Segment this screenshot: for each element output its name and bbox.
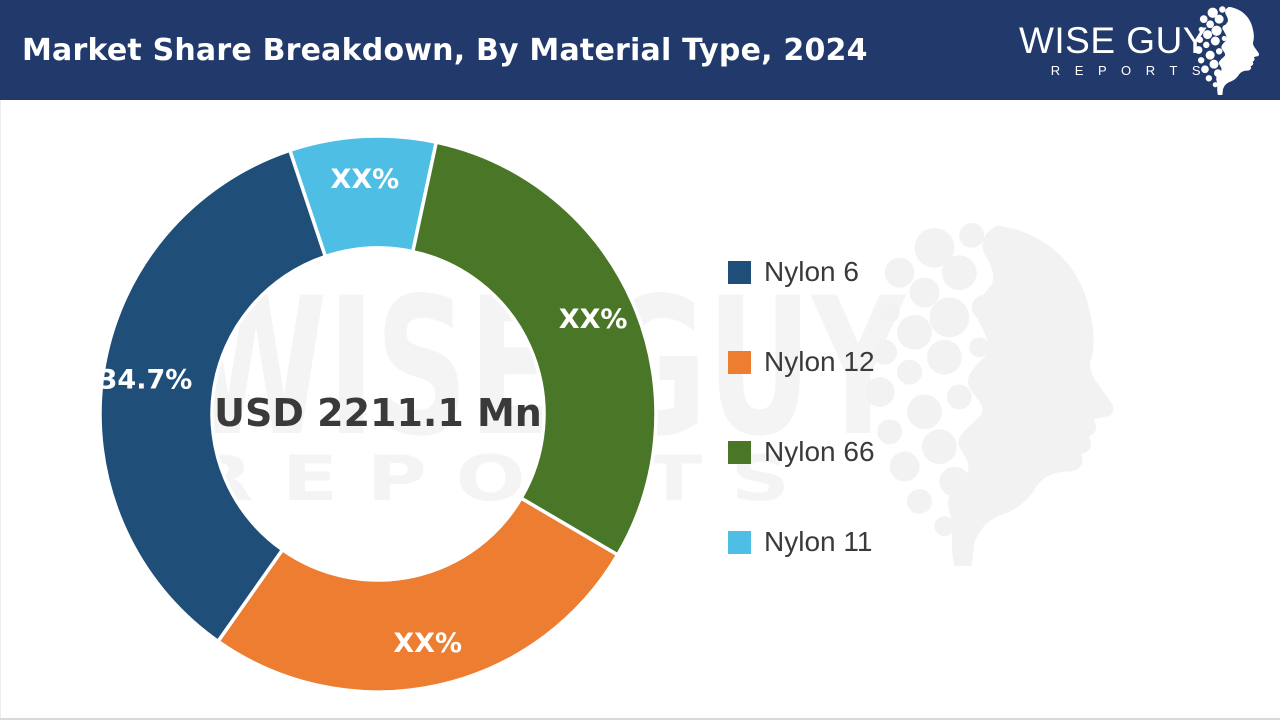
wiseguy-logo-text: WISE GUY R E P O R T S [1018,20,1208,79]
legend-label-nylon-66: Nylon 66 [764,436,875,467]
legend-swatch-nylon-12 [728,350,751,374]
chart-center-value: USD 2211.1 Mn [214,391,542,435]
legend-label-nylon-11: Nylon 11 [764,526,873,557]
header-bar: Market Share Breakdown, By Material Type… [0,0,1280,100]
legend-swatch-nylon-66 [728,440,751,464]
wiseguy-logo: WISE GUY R E P O R T S [1019,0,1280,100]
wiseguy-logo-name: WISE GUY [1018,20,1208,61]
segment-label-nylon-66: XX% [559,304,628,335]
legend-item-nylon-12: Nylon 12 [728,346,875,377]
legend-item-nylon-66: Nylon 66 [728,436,875,467]
donut-segment-nylon-6 [98,148,328,644]
legend-label-nylon-6: Nylon 6 [764,256,859,287]
page-title: Market Share Breakdown, By Material Type… [22,32,868,68]
segment-label-nylon-11: XX% [331,164,400,195]
donut-segment-nylon-66 [411,140,658,557]
legend-swatch-nylon-6 [728,260,751,284]
wiseguy-logo-reports: R E P O R T S [1050,63,1206,78]
legend-label-nylon-12: Nylon 12 [764,346,875,377]
legend-swatch-nylon-11 [728,530,751,554]
chart-legend: Nylon 6 Nylon 12 Nylon 66 Nylon 11 [728,256,875,618]
donut-segment-nylon-12 [216,496,620,694]
legend-item-nylon-11: Nylon 11 [728,526,875,557]
segment-label-nylon-12: XX% [393,628,462,659]
segment-label-nylon-6: 34.7% [99,364,193,395]
legend-item-nylon-6: Nylon 6 [728,256,875,287]
